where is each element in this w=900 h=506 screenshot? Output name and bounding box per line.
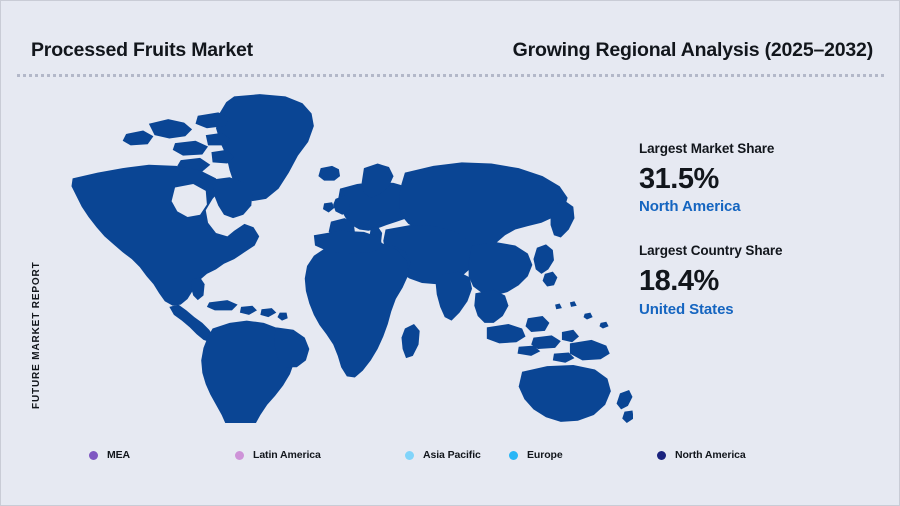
stat-label: Largest Market Share [639, 141, 775, 156]
stat-label: Largest Country Share [639, 243, 783, 259]
kamchatka-shape [550, 201, 575, 238]
header-divider [17, 74, 885, 77]
madagascar-shape [401, 324, 420, 359]
south-america-shape [201, 320, 295, 423]
india-shape [435, 271, 473, 321]
hudson-bay-shape [171, 184, 207, 218]
japan-shape [533, 244, 558, 287]
legend-item-mea[interactable]: MEA [89, 449, 130, 461]
legend-item-label: Europe [527, 449, 563, 461]
legend-item-label: Asia Pacific [423, 449, 481, 461]
stat-largest-market-share: Largest Market Share 31.5% North America [639, 141, 879, 215]
caribbean-islands-shape [206, 300, 288, 321]
eastern-canada-shape [212, 177, 253, 219]
brand-vertical-label: FUTURE MARKET REPORT [31, 261, 42, 409]
legend-item-asia-pacific[interactable]: Asia Pacific [405, 449, 481, 461]
australia-shape [518, 364, 611, 422]
british-isles-shape [322, 195, 351, 215]
africa-shape [304, 239, 409, 378]
stat-largest-country-share: Largest Country Share 18.4% United State… [639, 243, 879, 317]
north-america-shape [71, 164, 260, 306]
legend-item-north-america[interactable]: North America [657, 449, 746, 461]
florida-shape [190, 277, 205, 301]
central-america-shape [169, 304, 214, 343]
east-asia-shape [468, 242, 533, 296]
legend-item-latin-america[interactable]: Latin America [235, 449, 321, 461]
new-zealand-shape [616, 390, 633, 423]
legend-item-europe[interactable]: Europe [509, 449, 563, 461]
legend-dot-icon [89, 450, 98, 460]
southeast-asia-shape [474, 289, 509, 323]
legend-dot-icon [235, 450, 244, 460]
legend-item-label: MEA [107, 449, 131, 461]
new-guinea-shape [569, 339, 610, 361]
arctic-islands-shape [122, 112, 235, 172]
small-islands-shape [555, 301, 609, 329]
page-title: Processed Fruits Market [31, 39, 253, 61]
indonesia-shape [486, 316, 579, 363]
legend-dot-icon [405, 450, 414, 460]
brazil-bulge-shape [274, 327, 310, 368]
legend: MEA Latin America Asia Pacific Europe No… [89, 449, 789, 467]
stat-region: North America [639, 198, 741, 216]
north-africa-shape [313, 230, 384, 254]
legend-item-label: Latin America [253, 449, 321, 461]
iceland-shape [318, 165, 341, 181]
header: Processed Fruits Market Growing Regional… [1, 1, 899, 77]
stat-value: 31.5% [639, 163, 719, 195]
stat-value: 18.4% [639, 265, 719, 298]
legend-dot-icon [509, 450, 518, 460]
world-map [63, 93, 633, 423]
stats-panel: Largest Market Share 31.5% North America… [639, 141, 879, 318]
world-map-svg [71, 94, 633, 423]
page-subtitle: Growing Regional Analysis (2025–2032) [512, 39, 874, 61]
greenland-shape [216, 94, 314, 202]
scandinavia-shape [361, 163, 394, 198]
legend-item-label: North America [675, 449, 746, 461]
stat-region: United States [639, 300, 734, 318]
legend-dot-icon [657, 450, 666, 460]
map-landmasses [71, 94, 633, 423]
